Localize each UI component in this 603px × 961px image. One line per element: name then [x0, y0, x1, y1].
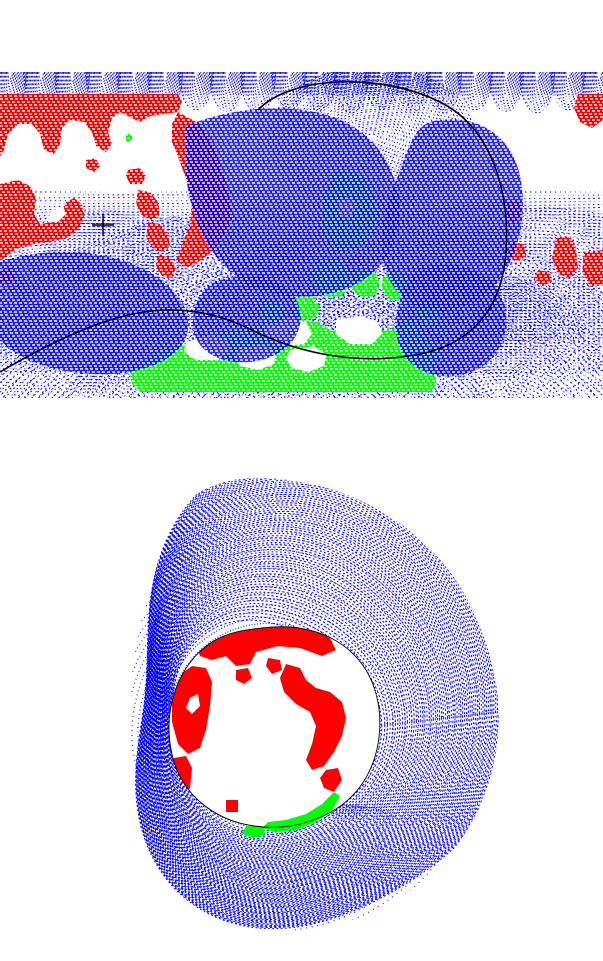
panel-bottom-canvas	[0, 470, 603, 961]
panel-top-unrolled-map	[0, 72, 603, 398]
region-green-bottom	[242, 792, 340, 838]
panel-bottom-cross-section	[0, 470, 603, 961]
panel-top-canvas	[0, 72, 603, 398]
region-blue-dense-top	[0, 95, 603, 397]
inner-boundary-curve	[168, 626, 381, 828]
cross-marker-top	[92, 214, 114, 236]
separatrix-curve-top	[0, 81, 508, 373]
